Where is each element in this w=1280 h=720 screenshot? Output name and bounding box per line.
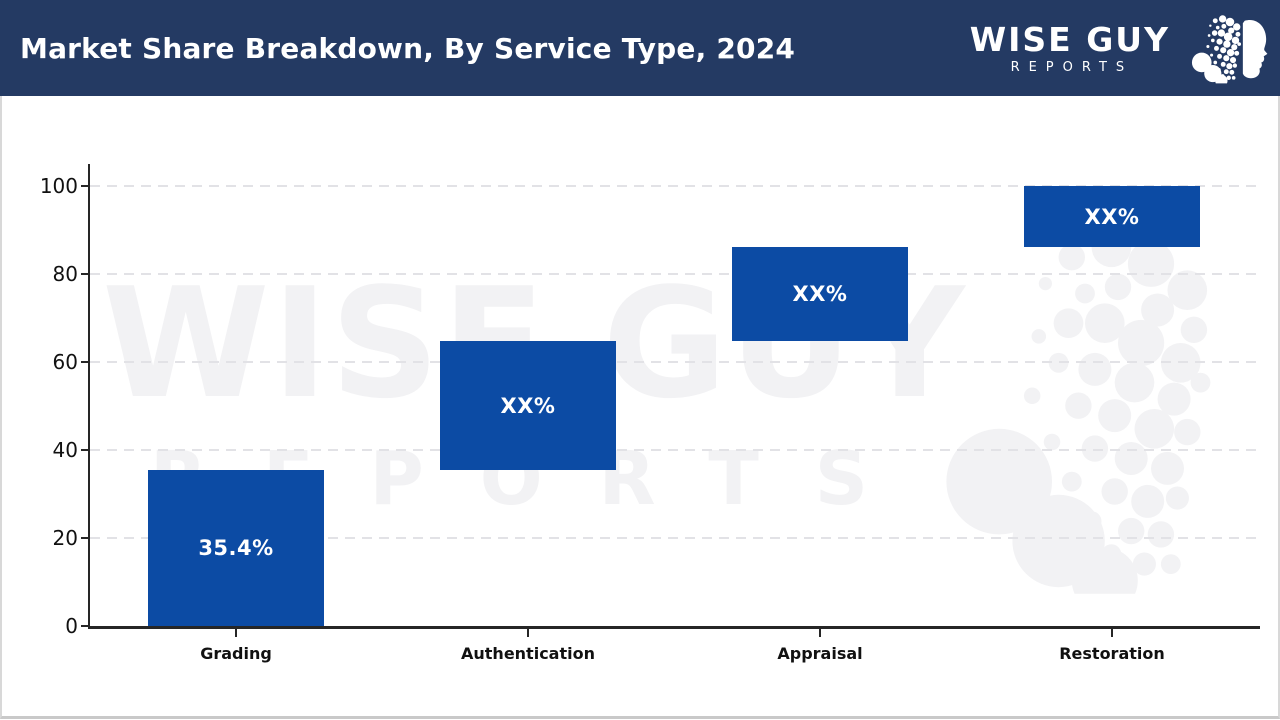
y-tick-label: 20 — [52, 526, 78, 550]
plot-area: 0 20 40 60 80 100 35.4% XX% XX% XX% Grading Authe… — [2, 96, 1278, 716]
x-tick-mark — [819, 629, 821, 637]
page-title: Market Share Breakdown, By Service Type,… — [20, 31, 796, 65]
y-tick-mark — [81, 537, 89, 539]
x-tick-mark — [235, 629, 237, 637]
y-tick-label: 0 — [65, 614, 78, 638]
gridline — [90, 185, 1258, 187]
x-tick-label: Authentication — [461, 644, 595, 663]
y-tick-mark — [81, 449, 89, 451]
y-tick-label: 60 — [52, 350, 78, 374]
chart-canvas: WISE GUY REPORTS 0 20 40 60 80 100 35.4% XX% XX… — [0, 96, 1280, 719]
bar: 35.4% — [148, 470, 324, 626]
x-tick-mark — [1111, 629, 1113, 637]
bar-value-label: 35.4% — [198, 536, 274, 561]
y-tick-mark — [81, 625, 89, 627]
x-tick-label: Appraisal — [777, 644, 863, 663]
y-tick-label: 40 — [52, 438, 78, 462]
bar: XX% — [732, 247, 908, 342]
logo-wordmark-line1: WISE GUY — [969, 20, 1170, 59]
x-axis-spine — [88, 626, 1260, 629]
logo-wordmark: WISE GUY REPORTS — [970, 23, 1170, 75]
bar-value-label: XX% — [500, 393, 556, 418]
x-tick-mark — [527, 629, 529, 637]
gridline — [90, 273, 1258, 275]
y-tick-mark — [81, 273, 89, 275]
bar: XX% — [1024, 186, 1200, 248]
gridline — [90, 449, 1258, 451]
header: Market Share Breakdown, By Service Type,… — [0, 0, 1280, 96]
bar: XX% — [440, 341, 616, 471]
bar-value-label: XX% — [1084, 204, 1140, 229]
bar-value-label: XX% — [792, 282, 848, 307]
gridline — [90, 537, 1258, 539]
y-tick-label: 80 — [52, 262, 78, 286]
logo-wordmark-line2: REPORTS — [1010, 60, 1134, 75]
y-tick-mark — [81, 185, 89, 187]
y-tick-label: 100 — [39, 174, 78, 198]
y-tick-mark — [81, 361, 89, 363]
y-axis-spine — [88, 164, 90, 629]
gridline — [90, 361, 1258, 363]
x-tick-label: Grading — [200, 644, 272, 663]
logo-face-icon — [1191, 15, 1268, 84]
brand-logo: WISE GUY REPORTS — [970, 6, 1268, 92]
x-tick-label: Restoration — [1059, 644, 1165, 663]
